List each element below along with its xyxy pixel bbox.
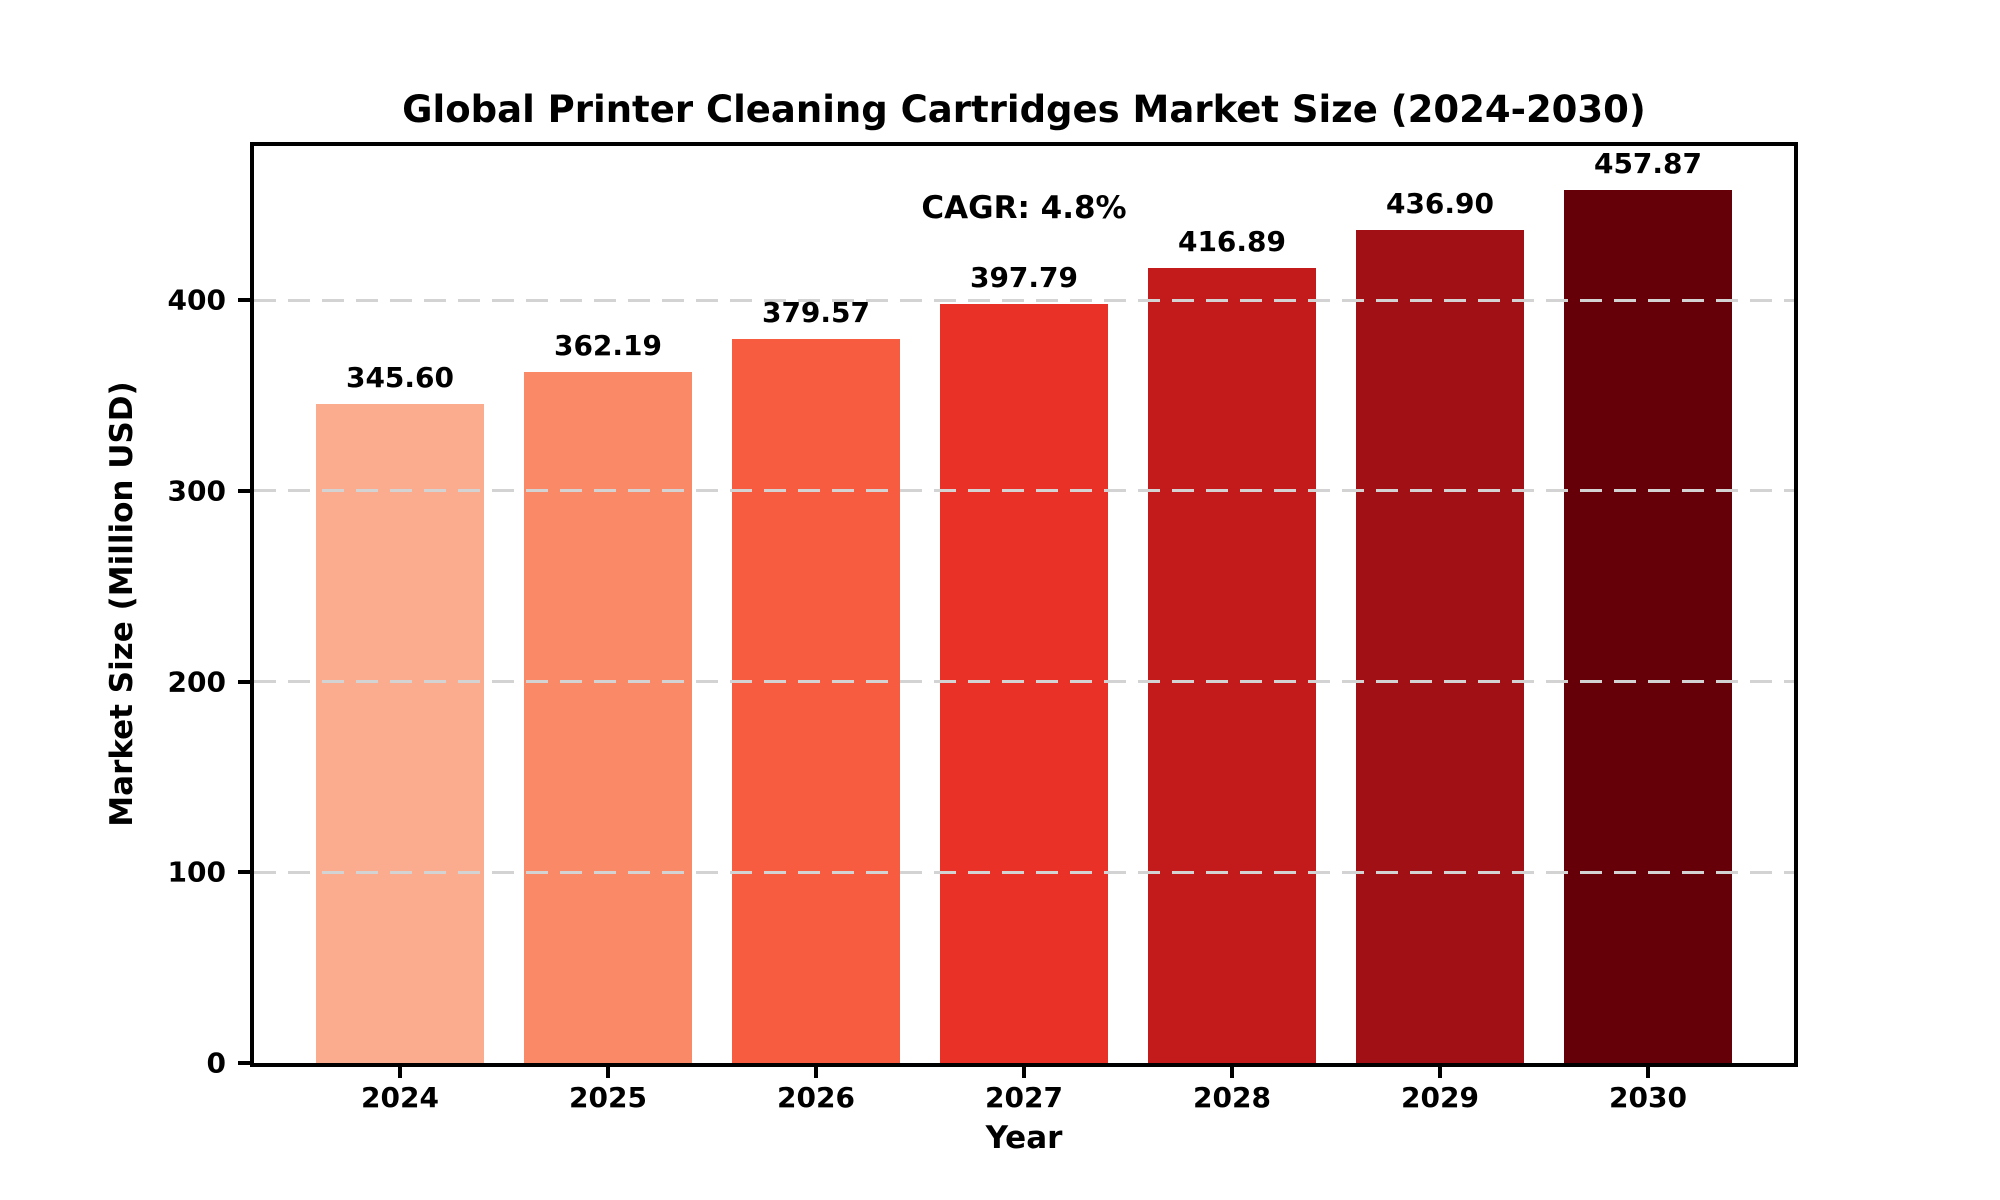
bar-2025 (524, 372, 692, 1063)
bar-value-label: 436.90 (1385, 186, 1495, 220)
bar-value-label: 416.89 (1177, 224, 1287, 258)
x-tick (814, 1065, 818, 1078)
y-tick-label: 200 (167, 665, 226, 699)
y-tick-label: 300 (167, 474, 226, 508)
x-tick (398, 1065, 402, 1078)
gridline-200 (254, 680, 1794, 684)
y-tick-label: 0 (206, 1046, 226, 1080)
cagr-annotation: CAGR: 4.8% (921, 190, 1127, 226)
bar-2027 (940, 304, 1108, 1063)
y-tick (238, 298, 251, 303)
y-tick-label: 400 (167, 283, 226, 317)
y-tick (238, 679, 251, 684)
x-tick-label: 2028 (1193, 1081, 1271, 1114)
bar-value-label: 397.79 (969, 261, 1079, 295)
x-tick-label: 2024 (361, 1081, 439, 1114)
bar-2024 (316, 403, 484, 1063)
x-tick (1022, 1065, 1026, 1078)
bar-value-label: 457.87 (1593, 146, 1703, 180)
bar-2028 (1148, 267, 1316, 1063)
gridline-400 (254, 298, 1794, 302)
x-tick-label: 2030 (1609, 1081, 1687, 1114)
y-tick (238, 1061, 251, 1065)
x-tick-label: 2027 (985, 1081, 1063, 1114)
y-tick (238, 488, 251, 493)
gridline-100 (254, 870, 1794, 874)
x-tick (1438, 1065, 1442, 1078)
x-axis-label: Year (985, 1120, 1063, 1156)
y-axis-label: Market Size (Million USD) (104, 381, 140, 827)
bar-2030 (1564, 189, 1732, 1063)
chart-title: Global Printer Cleaning Cartridges Marke… (402, 88, 1646, 131)
x-tick-label: 2026 (777, 1081, 855, 1114)
x-tick (1646, 1065, 1650, 1078)
bar-2026 (732, 339, 900, 1063)
x-tick-label: 2025 (569, 1081, 647, 1114)
x-tick (1230, 1065, 1234, 1078)
bar-2029 (1356, 229, 1524, 1063)
x-tick (606, 1065, 610, 1078)
y-tick (238, 870, 251, 875)
bar-value-label: 362.19 (553, 329, 663, 363)
x-tick-label: 2029 (1401, 1081, 1479, 1114)
bar-value-label: 379.57 (761, 296, 871, 330)
y-tick-label: 100 (167, 855, 226, 889)
bar-value-label: 345.60 (345, 360, 455, 394)
plot-area: CAGR: 4.8% 345.60 2024 362.19 2025 379.57 202… (168, 142, 1798, 1114)
gridline-300 (254, 489, 1794, 493)
